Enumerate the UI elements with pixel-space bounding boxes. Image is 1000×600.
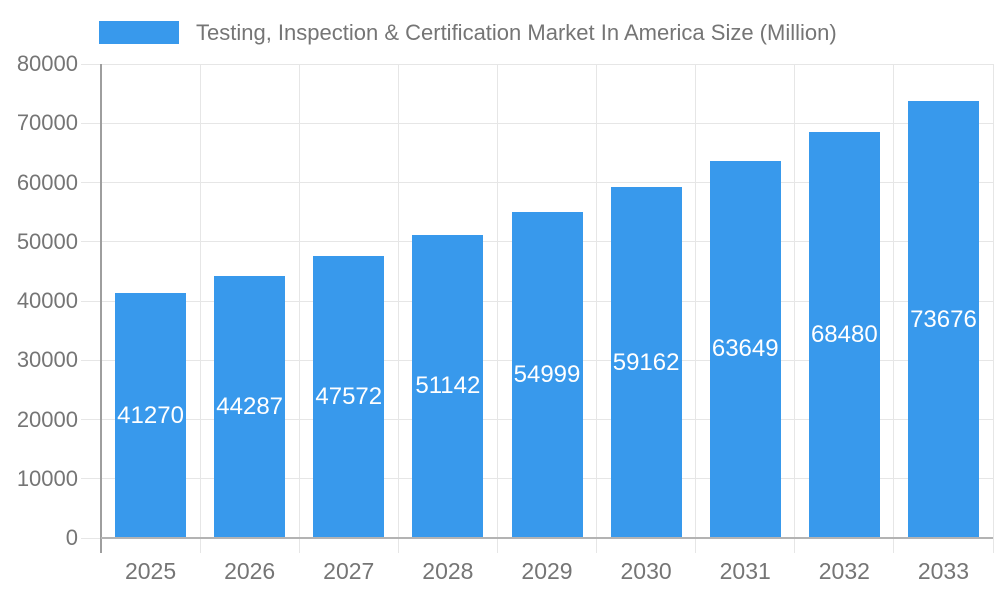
y-axis-tick-label: 20000 [16, 406, 78, 432]
bar-value-label: 47572 [315, 383, 383, 411]
bar-2025[interactable] [115, 293, 187, 538]
bar-2029[interactable] [511, 212, 583, 538]
bar-2026[interactable] [214, 275, 286, 538]
y-gridline [81, 63, 993, 65]
bar-value-label: 68480 [810, 321, 878, 349]
x-axis-tick-label: 2028 [422, 558, 474, 584]
x-axis-tick-label: 2027 [323, 558, 375, 584]
y-gridline [81, 122, 993, 124]
bar-value-label: 41270 [117, 401, 184, 429]
bar-2027[interactable] [313, 256, 385, 538]
bar-value-label: 73676 [910, 305, 977, 333]
x-axis-tick-label: 2030 [620, 558, 672, 584]
bar-value-label: 63649 [711, 335, 779, 363]
bar-value-label: 54999 [513, 361, 581, 389]
y-axis-tick-label: 50000 [16, 228, 78, 254]
category-gridline [893, 64, 895, 553]
y-axis-tick-label: 40000 [16, 288, 78, 313]
bar-2032[interactable] [808, 132, 880, 538]
category-gridline [794, 64, 796, 553]
bar-2033[interactable] [907, 101, 979, 538]
legend-swatch [99, 21, 179, 44]
y-axis-tick-label: 30000 [16, 347, 78, 373]
x-axis-baseline [101, 537, 993, 539]
y-axis-tick-label: 10000 [16, 465, 78, 491]
bar-2031[interactable] [709, 160, 781, 538]
category-gridline [992, 64, 994, 553]
y-axis-tick-label: 70000 [16, 110, 78, 136]
y-axis-tick-label: 60000 [16, 169, 78, 195]
category-gridline [496, 64, 498, 553]
legend-label: Testing, Inspection & Certification Mark… [196, 19, 837, 45]
x-axis-tick-label: 2029 [521, 558, 573, 584]
y-axis-line [100, 64, 102, 553]
x-axis-tick-label: 2025 [124, 558, 177, 584]
x-axis-tick-label: 2031 [719, 558, 771, 584]
bar-2028[interactable] [412, 234, 484, 538]
y-axis-tick-label: 0 [65, 525, 78, 550]
bar-value-label: 51142 [415, 372, 481, 400]
bar-value-label: 44287 [216, 392, 284, 420]
bar-value-label: 59162 [612, 348, 680, 376]
y-axis-tick-label: 80000 [16, 51, 78, 76]
chart-legend-item[interactable]: Testing, Inspection & Certification Mark… [99, 19, 837, 45]
x-axis-tick-label: 2026 [224, 558, 276, 584]
category-gridline [596, 64, 598, 553]
category-gridline [397, 64, 399, 553]
category-gridline [298, 64, 300, 553]
bar-2030[interactable] [610, 187, 682, 538]
x-axis-tick-label: 2032 [818, 558, 870, 584]
x-axis-tick-label: 2033 [917, 558, 970, 584]
category-gridline [199, 64, 201, 553]
y-gridline [81, 182, 993, 183]
category-gridline [695, 64, 697, 553]
